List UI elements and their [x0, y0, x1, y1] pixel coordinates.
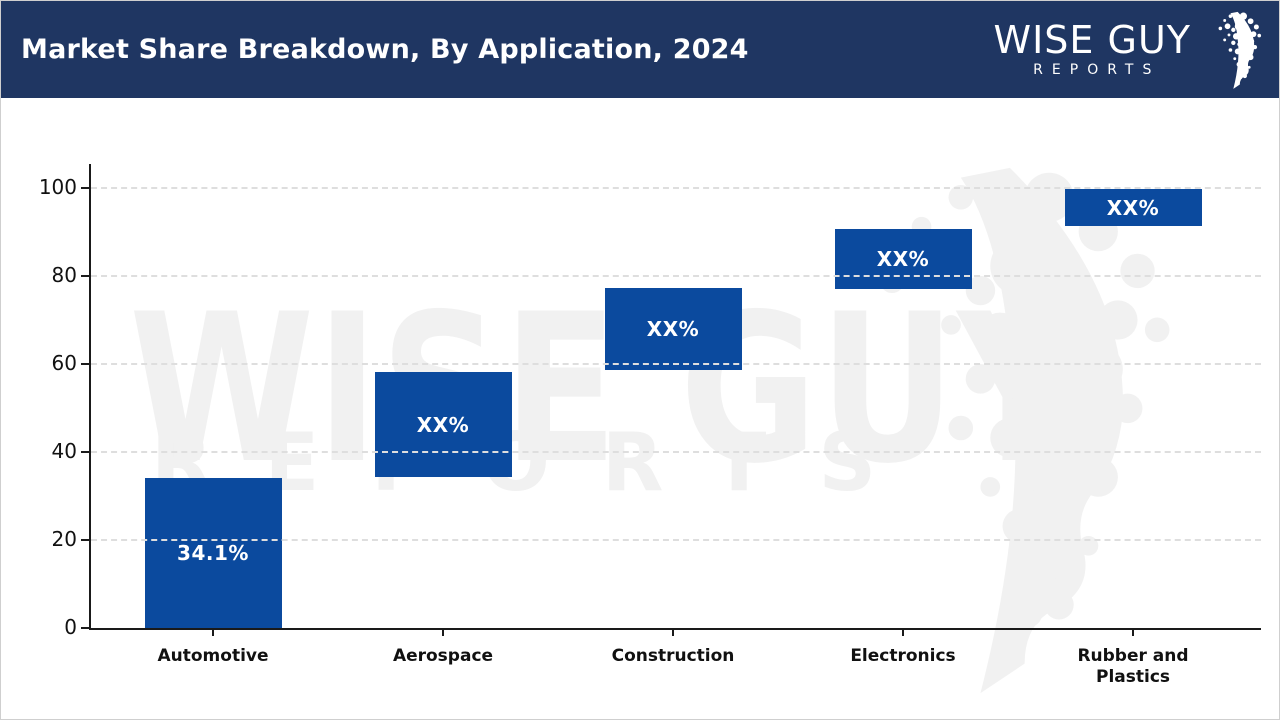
wise-guy-logo: WISE GUY REPORTS — [994, 7, 1265, 93]
gridline-20 — [91, 539, 1261, 542]
page-title: Market Share Breakdown, By Application, … — [21, 34, 749, 65]
chart-region: WISE GUY REPORTS 0 20 40 60 80 100 34.1% Automo… — [1, 98, 1279, 719]
gridline-80 — [91, 275, 1261, 278]
gridline-40 — [91, 451, 1261, 454]
y-tick-label: 80 — [51, 263, 77, 288]
x-tick-mark — [672, 628, 674, 636]
x-axis-label-rubber-and-plastics: Rubber and Plastics — [1077, 646, 1189, 688]
bar-construction: XX% — [604, 288, 742, 371]
logo-subtitle: REPORTS — [1033, 62, 1161, 78]
bar-aerospace: XX% — [374, 372, 512, 478]
bar-value-label: 34.1% — [177, 541, 249, 566]
logo-text: WISE GUY REPORTS — [994, 21, 1191, 78]
x-axis-label-electronics: Electronics — [850, 646, 956, 666]
header-bar: Market Share Breakdown, By Application, … — [1, 1, 1279, 98]
bar-value-label: XX% — [416, 412, 470, 437]
y-tick-mark — [81, 451, 89, 454]
x-tick-mark — [442, 628, 444, 636]
gridline-100 — [91, 187, 1261, 190]
plot-area: 0 20 40 60 80 100 34.1% Automotive XX% Aerospace X… — [39, 164, 1261, 687]
y-tick-mark — [81, 363, 89, 366]
bar-electronics: XX% — [834, 228, 972, 290]
x-axis-label-aerospace: Aerospace — [392, 646, 494, 666]
x-axis-label-automotive: Automotive — [157, 646, 269, 666]
y-tick-label: 60 — [51, 351, 77, 376]
logo-wordmark: WISE GUY — [993, 18, 1191, 62]
bar-rubber-and-plastics: XX% — [1064, 189, 1202, 227]
y-tick-mark — [81, 627, 89, 629]
y-tick-mark — [81, 187, 89, 190]
x-tick-mark — [212, 628, 214, 636]
bar-value-label: XX% — [646, 317, 700, 342]
gridline-60 — [91, 363, 1261, 366]
logo-head-icon — [1218, 11, 1262, 89]
bar-automotive: 34.1% — [144, 478, 282, 628]
x-tick-mark — [1132, 628, 1134, 636]
x-tick-mark — [902, 628, 904, 636]
y-tick-label: 100 — [38, 175, 77, 200]
y-tick-mark — [81, 275, 89, 278]
x-axis-label-construction: Construction — [611, 646, 735, 666]
bar-value-label: XX% — [1106, 195, 1160, 220]
y-tick-label: 40 — [51, 439, 77, 464]
y-tick-label: 20 — [51, 527, 77, 552]
y-tick-label: 0 — [64, 615, 77, 639]
y-tick-mark — [81, 539, 89, 542]
bar-value-label: XX% — [876, 247, 930, 272]
